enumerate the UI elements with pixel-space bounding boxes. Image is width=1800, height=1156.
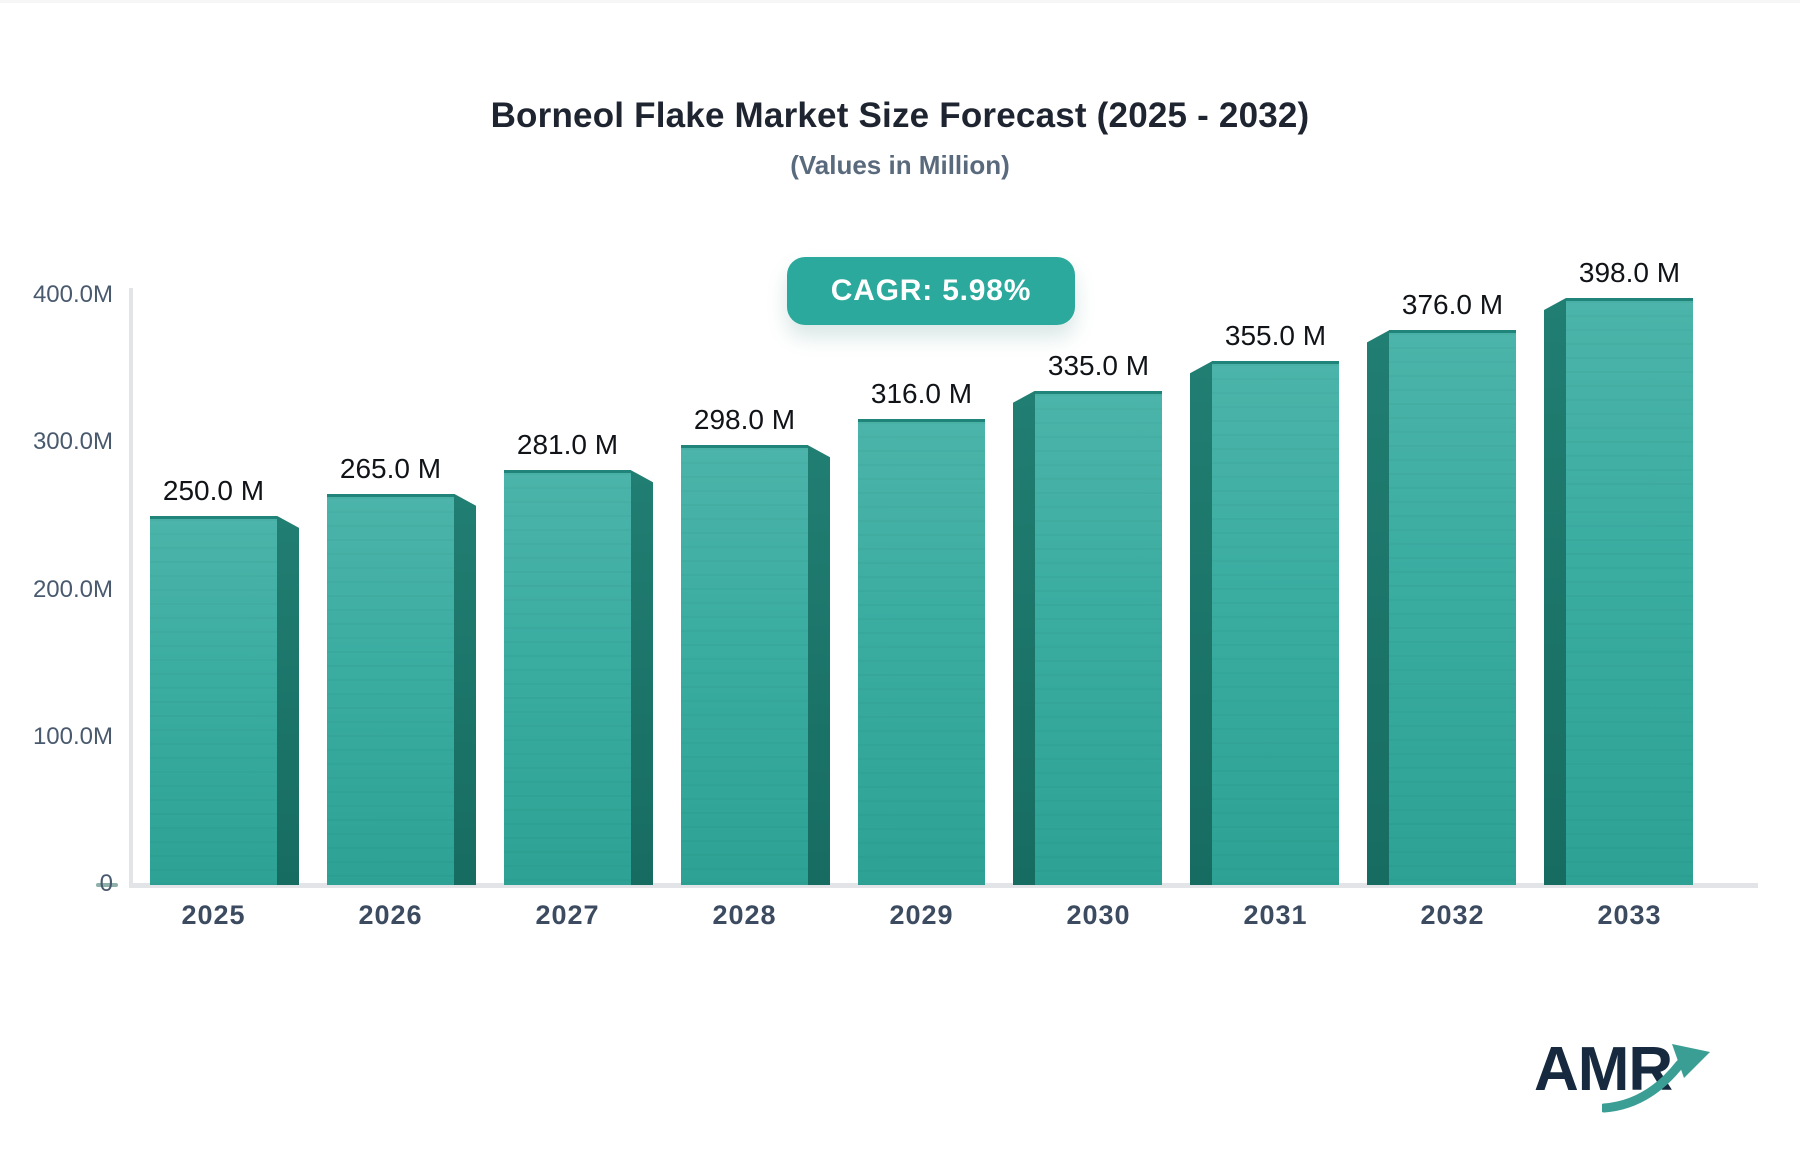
bar-side-face [454,493,476,885]
x-axis-tick-label: 2027 [535,900,600,930]
bar-value-label: 298.0 M [693,404,796,436]
x-axis-tick-label: 2032 [1420,900,1485,930]
bar-2030 [1035,390,1162,885]
bar-side-face [631,470,653,885]
bar-side-face [1013,390,1035,885]
bar-2028 [681,445,808,885]
bar-2029 [858,418,985,885]
chart-title: Borneol Flake Market Size Forecast (2025… [490,96,1310,135]
growth-arrow-icon [1602,1044,1710,1113]
amr-logo: AMR [1528,1030,1728,1120]
cagr-badge: CAGR: 5.98% [787,257,1075,325]
bar-value-label: 335.0 M [1047,349,1150,381]
y-axis-tick-label: 100.0M [32,722,113,750]
bar-2025 [150,515,277,885]
bar-2027 [504,470,631,885]
bar-2033 [1566,297,1693,885]
y-axis-tick-label: 300.0M [32,428,113,456]
bar-side-face [1544,297,1566,885]
x-axis-tick-label: 2025 [181,900,246,930]
bar-value-label: 355.0 M [1224,320,1327,352]
bar-side-face [808,445,830,885]
x-axis-tick-label: 2029 [889,900,954,930]
bar-2031 [1212,361,1339,885]
zero-tick-mark [96,883,118,887]
bar-value-label: 316.0 M [870,377,973,409]
y-axis-tick-label: 0 [99,870,113,897]
bar-value-label: 281.0 M [516,429,619,461]
x-axis-tick-label: 2026 [358,900,423,930]
bar-side-face [1190,361,1212,885]
x-axis-tick-label: 2033 [1597,900,1662,930]
x-axis-line [129,883,1758,888]
x-axis-tick-label: 2030 [1066,900,1131,930]
bar-value-label: 398.0 M [1578,256,1681,288]
bar-side-face [277,515,299,885]
y-axis-tick-label: 200.0M [32,575,113,603]
x-axis-tick-label: 2031 [1243,900,1308,930]
y-axis-tick-label: 400.0M [32,281,113,308]
chart-subtitle: (Values in Million) [790,150,1010,180]
bar-value-label: 376.0 M [1401,289,1504,321]
y-axis-line [129,288,133,888]
bar-value-label: 265.0 M [339,452,442,484]
cagr-badge-label: CAGR: 5.98% [830,274,1032,307]
bar-2032 [1389,330,1516,885]
x-axis-tick-label: 2028 [712,900,777,930]
bar-2026 [327,493,454,885]
top-edge-divider [0,0,1800,3]
bar-value-label: 250.0 M [162,474,265,506]
bar-side-face [1367,330,1389,885]
